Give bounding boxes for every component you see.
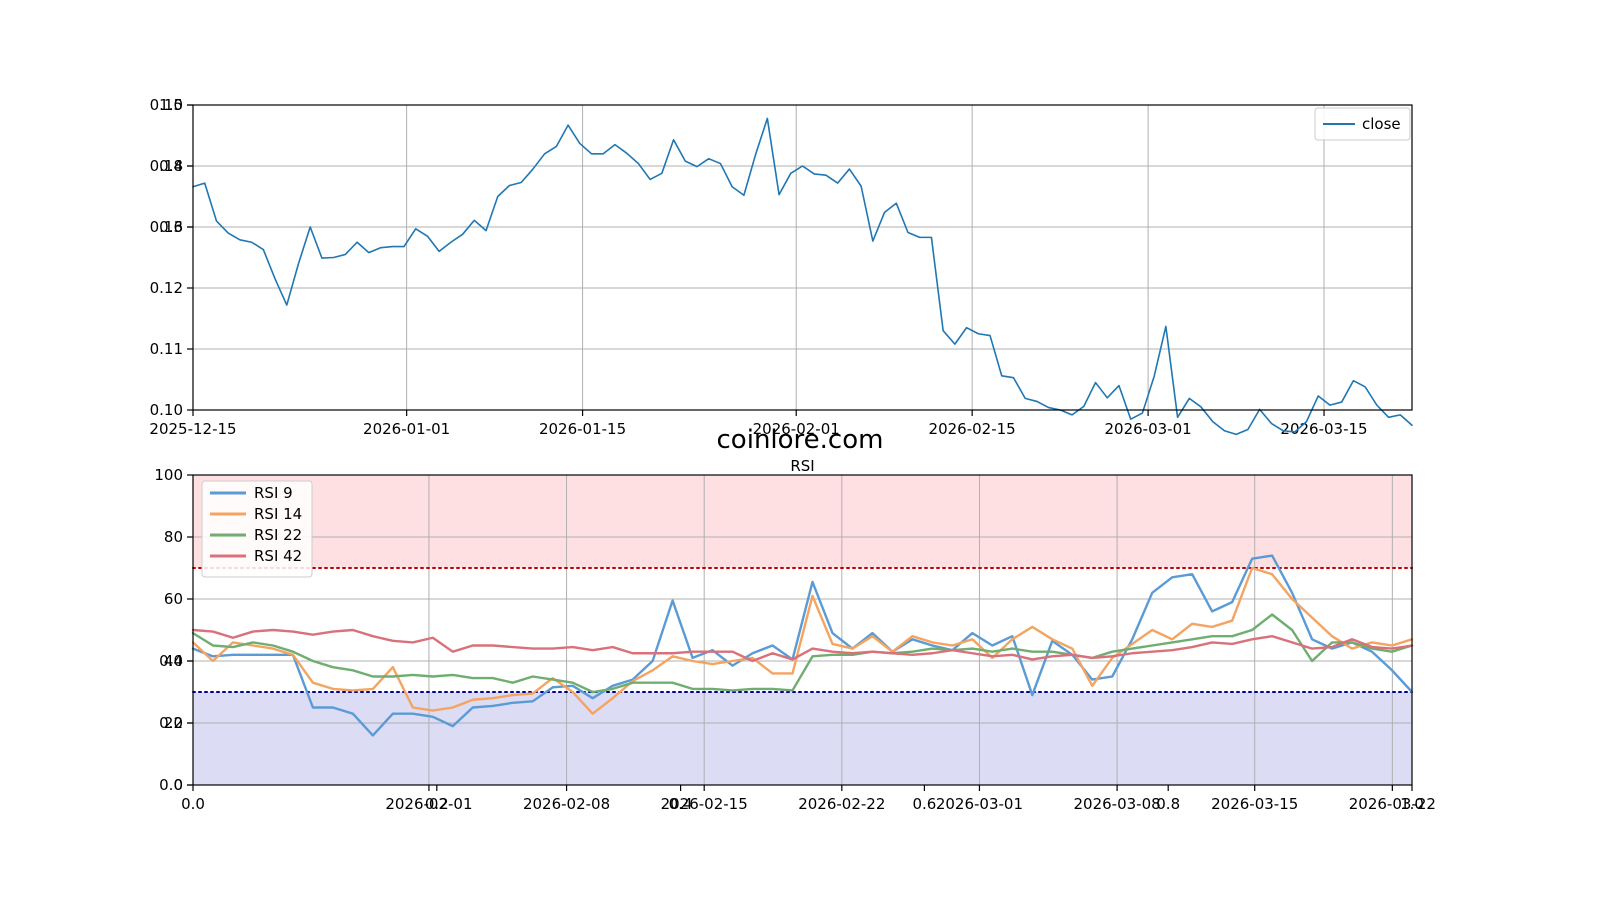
price-series-close: [192, 117, 1413, 436]
price-chart-panel: 0.10 0.11 0.12 0.13 0.14 0.15 0.6 0.8 1.0 2025-…: [149, 96, 1413, 438]
rsi-series-rsi-22: [191, 613, 1414, 694]
rsi-overlay-xtick-label: 0.2: [425, 795, 449, 813]
rsi-overlay-xtick-label: 1.0: [1400, 795, 1424, 813]
rsi-xtick-label: 2026-03-01: [936, 795, 1023, 813]
price-ytick-label: 0.12: [150, 279, 183, 297]
rsi-legend-label-2: RSI 14: [254, 505, 302, 523]
price-plot-frame: [192, 104, 1413, 411]
rsi-overlay-ytick-label: 0.2: [159, 714, 183, 732]
rsi-xtick-label: 2026-02-15: [661, 795, 748, 813]
rsi-overlay-ytick-label: 0.0: [159, 776, 183, 794]
rsi-legend-label-4: RSI 42: [254, 547, 302, 565]
rsi-overlay-ytick-labels: 0.0 0.2 0.4: [159, 652, 193, 794]
rsi-overbought-band: [193, 475, 1412, 568]
rsi-axis-frame: [192, 474, 1413, 786]
rsi-ytick-label: 100: [154, 466, 183, 484]
price-xtick-label: 2026-03-15: [1280, 420, 1367, 438]
rsi-xtick-labels: 2026-02-01 2026-02-08 2026-02-15 2026-02-22…: [385, 785, 1436, 813]
rsi-ytick-label: 20: [164, 714, 183, 732]
price-axis-frame: [192, 104, 1413, 411]
rsi-series-rsi-9: [191, 554, 1414, 737]
rsi-xtick-label: 2026-02-01: [385, 795, 472, 813]
rsi-overlay-xtick-label: 0.4: [669, 795, 693, 813]
price-legend-label: close: [1362, 115, 1401, 133]
rsi-legend-label-1: RSI 9: [254, 484, 293, 502]
rsi-legend-label-3: RSI 22: [254, 526, 302, 544]
rsi-ytick-labels: 0 20 40 60 80 100: [154, 466, 193, 794]
rsi-overlay-xtick-label: 0.6: [912, 795, 936, 813]
rsi-series-rsi-14: [191, 566, 1414, 715]
rsi-ytick-label: 60: [164, 590, 183, 608]
rsi-overlay-xtick-label: 0.0: [181, 795, 205, 813]
rsi-legend-box: [201, 480, 313, 578]
price-ytick-labels: 0.10 0.11 0.12 0.13 0.14 0.15: [150, 96, 193, 419]
rsi-threshold-lines: [192, 567, 1413, 693]
rsi-series-rsi-42: [191, 628, 1414, 663]
rsi-oversold-band: [193, 692, 1412, 785]
price-overlay-ytick-labels: 0.6 0.8 1.0: [159, 96, 193, 236]
rsi-overlay-ytick-label: 0.4: [159, 652, 183, 670]
rsi-xtick-label: 2026-03-08: [1073, 795, 1160, 813]
price-xtick-label: 2026-03-01: [1104, 420, 1191, 438]
rsi-xtick-label: 2026-03-15: [1211, 795, 1298, 813]
price-ytick-label: 0.13: [150, 218, 183, 236]
price-overlay-ytick-label: 1.0: [159, 96, 183, 114]
price-ytick-label: 0.14: [150, 157, 183, 175]
price-overlay-ytick-label: 0.6: [159, 218, 183, 236]
price-xtick-label: 2026-01-01: [363, 420, 450, 438]
price-ytick-label: 0.11: [150, 340, 183, 358]
price-xtick-label: 2025-12-15: [149, 420, 236, 438]
rsi-xtick-label: 2026-02-08: [523, 795, 610, 813]
price-xtick-label: 2026-02-15: [929, 420, 1016, 438]
rsi-panel-title: RSI: [790, 460, 814, 475]
price-legend-box: [1314, 107, 1411, 141]
rsi-ytick-label: 40: [164, 652, 183, 670]
rsi-xtick-label: 2026-03-22: [1349, 795, 1436, 813]
rsi-plot-frame: [192, 474, 1413, 786]
rsi-xtick-label: 2026-02-22: [798, 795, 885, 813]
rsi-bands: [193, 475, 1412, 785]
rsi-ytick-label: 0: [173, 776, 183, 794]
price-legend[interactable]: close: [1314, 107, 1411, 141]
price-overlay-ytick-label: 0.8: [159, 157, 183, 175]
price-xtick-label: 2026-01-15: [539, 420, 626, 438]
rsi-ytick-label: 80: [164, 528, 183, 546]
price-xtick-label: 2026-02-01: [753, 420, 840, 438]
price-ytick-label: 0.15: [150, 96, 183, 114]
price-series-group: [192, 117, 1413, 436]
rsi-overlay-xtick-labels: 0.0 0.2 0.4 0.6 0.8 1.0: [181, 785, 1424, 813]
rsi-legend[interactable]: RSI 9 RSI 14 RSI 22 RSI 42: [201, 480, 313, 578]
price-ytick-label: 0.10: [150, 401, 183, 419]
rsi-overlay-xtick-label: 0.8: [1156, 795, 1180, 813]
price-xtick-labels: 2025-12-15 2026-01-01 2026-01-15 2026-02-01…: [149, 410, 1368, 438]
price-grid: [192, 104, 1412, 411]
rsi-series-group: [191, 554, 1414, 737]
